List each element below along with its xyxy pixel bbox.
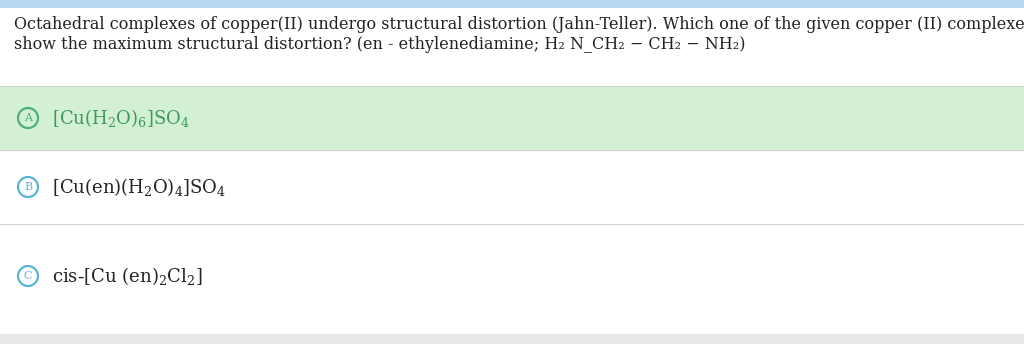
Bar (0, 334, 1024, 344)
Text: A: A (24, 113, 32, 123)
Bar (0, 0, 1024, 8)
Bar (0, 8, 1024, 86)
Text: $\mathregular{[Cu(en)(H_2O)_4]SO_4}$: $\mathregular{[Cu(en)(H_2O)_4]SO_4}$ (52, 176, 226, 198)
Text: C: C (24, 271, 32, 281)
Text: $\mathregular{[Cu(H_2O)_6]SO_4}$: $\mathregular{[Cu(H_2O)_6]SO_4}$ (52, 107, 189, 129)
Bar (0, 86, 1024, 150)
Text: show the maximum structural distortion? (en - ethylenediamine; H₂ N_CH₂ − CH₂ − : show the maximum structural distortion? … (14, 36, 745, 53)
Text: $\mathregular{cis\text{-}[Cu\ (en)_2Cl_2]}$: $\mathregular{cis\text{-}[Cu\ (en)_2Cl_2… (52, 265, 203, 287)
Text: B: B (24, 182, 32, 192)
Text: Octahedral complexes of copper(II) undergo structural distortion (Jahn-Teller). : Octahedral complexes of copper(II) under… (14, 16, 1024, 33)
Bar (0, 150, 1024, 224)
Bar (0, 224, 1024, 334)
